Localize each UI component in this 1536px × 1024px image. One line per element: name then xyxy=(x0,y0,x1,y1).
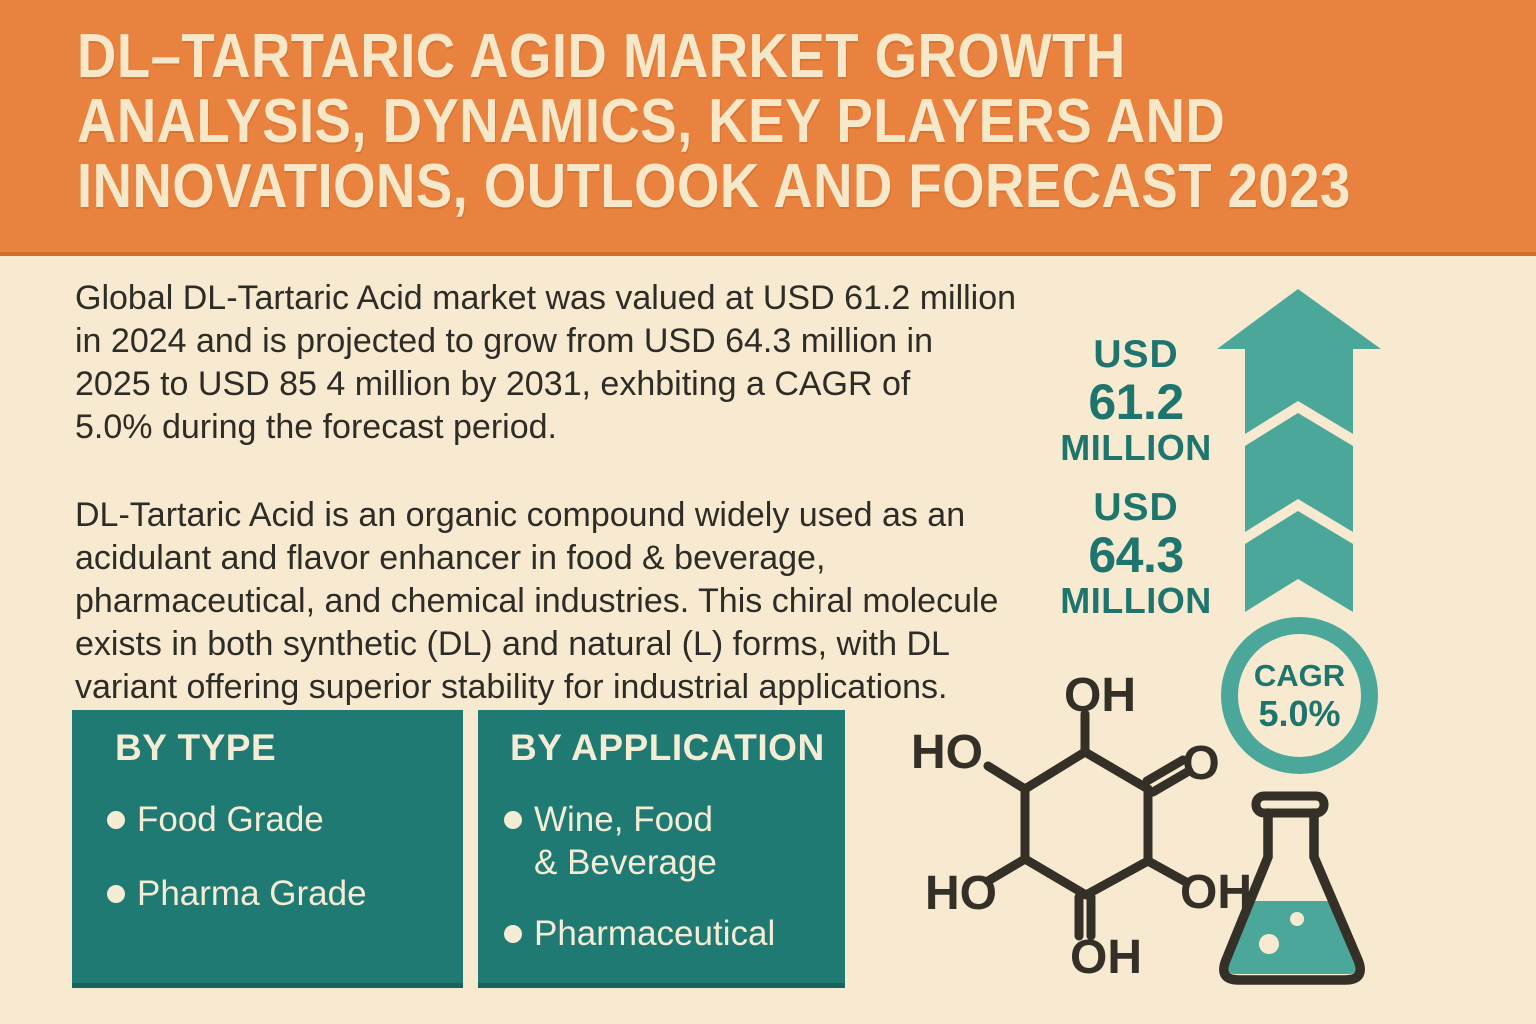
header-banner: DL–TARTARIC AGID MARKET GROWTH ANALYSIS,… xyxy=(0,0,1536,256)
flask-icon xyxy=(1219,791,1365,985)
molecule-label: HO xyxy=(925,867,997,920)
stat-unit: MILLION xyxy=(1060,580,1212,621)
market-summary-paragraph: Global DL-Tartaric Acid market was value… xyxy=(75,279,1017,446)
by-type-list: Food Grade Pharma Grade xyxy=(72,798,463,915)
bullet-dot-icon xyxy=(107,885,125,903)
molecule-label: OH xyxy=(1064,669,1136,722)
list-item: Wine, Food & Beverage xyxy=(504,798,845,884)
stat-market-2025: USD 64.3 MILLION xyxy=(1016,485,1256,623)
bullet-dot-icon xyxy=(504,811,522,829)
list-item: Pharma Grade xyxy=(107,872,463,915)
by-type-card: BY TYPE Food Grade Pharma Grade xyxy=(72,710,463,988)
chemistry-illustration: OH HO O HO OH OH xyxy=(911,669,1365,985)
stat-currency: USD xyxy=(1093,333,1179,376)
page-title: DL–TARTARIC AGID MARKET GROWTH ANALYSIS,… xyxy=(77,22,1351,221)
stat-currency: USD xyxy=(1093,486,1179,529)
bullet-dot-icon xyxy=(107,811,125,829)
molecule-label: OH xyxy=(1070,931,1142,984)
list-item-label: Food Grade xyxy=(137,800,324,839)
list-item: Food Grade xyxy=(107,798,463,841)
list-item-label: Pharmaceutical xyxy=(534,914,776,953)
by-application-card: BY APPLICATION Wine, Food & Beverage Pha… xyxy=(478,710,845,988)
stat-value: 64.3 xyxy=(1088,527,1184,583)
molecule-label: O xyxy=(1182,737,1219,790)
bullet-dot-icon xyxy=(504,925,522,943)
molecule-label: OH xyxy=(1180,866,1252,919)
molecule-structure-icon xyxy=(983,709,1194,941)
by-application-title: BY APPLICATION xyxy=(510,727,825,768)
list-item-label: Wine, Food & Beverage xyxy=(534,800,717,882)
stat-market-2024: USD 61.2 MILLION xyxy=(1016,332,1256,470)
list-item: Pharmaceutical xyxy=(504,912,845,955)
by-application-list: Wine, Food & Beverage Pharmaceutical xyxy=(478,798,845,955)
cagr-label: CAGR xyxy=(1253,657,1346,693)
by-type-title: BY TYPE xyxy=(115,727,277,768)
cagr-value: 5.0% xyxy=(1258,692,1341,734)
growth-arrow-icon xyxy=(1217,289,1381,612)
molecule-label: HO xyxy=(911,726,983,779)
compound-description-paragraph: DL-Tartaric Acid is an organic compound … xyxy=(75,496,999,706)
list-item-label: Pharma Grade xyxy=(137,874,367,913)
molecule-labels: OH HO O HO OH OH xyxy=(911,669,1252,984)
stat-value: 61.2 xyxy=(1088,374,1184,430)
stat-unit: MILLION xyxy=(1060,427,1212,468)
